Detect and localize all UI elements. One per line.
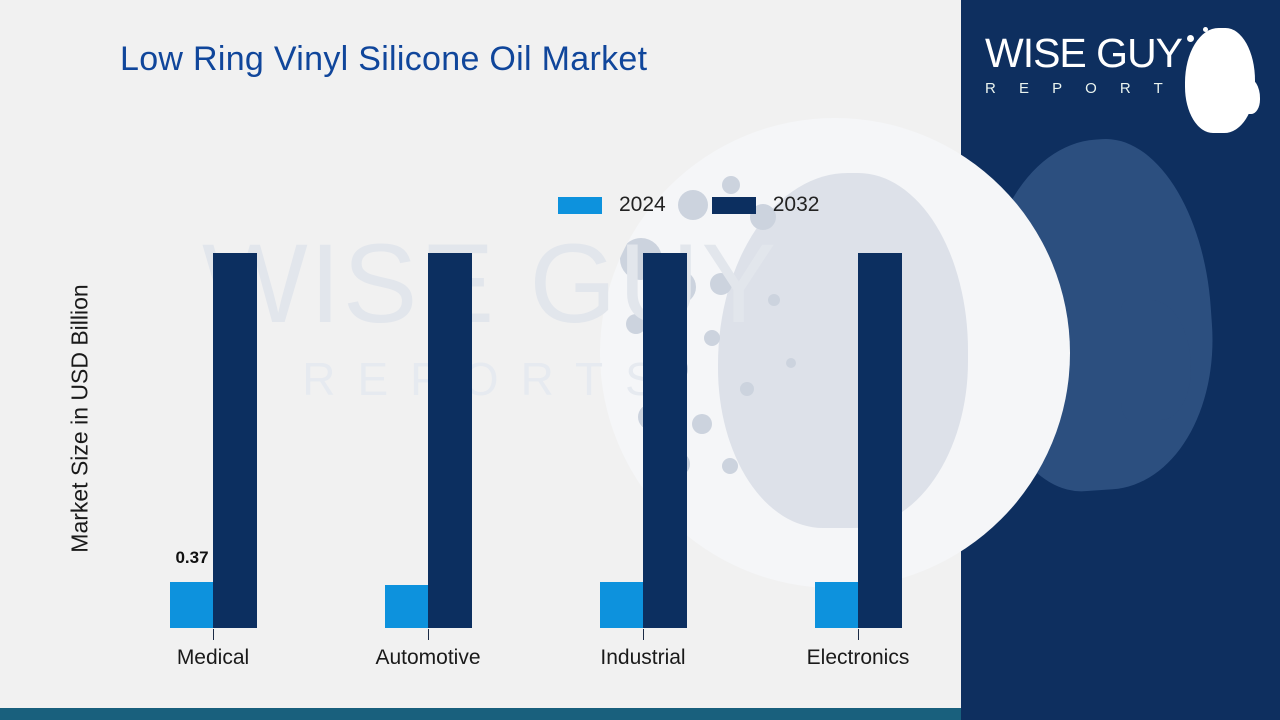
bar-automotive-2024[interactable] — [385, 585, 428, 628]
decorative-dot — [626, 314, 646, 334]
tick-mark-medical — [213, 629, 214, 640]
legend-label-2032: 2032 — [772, 193, 820, 216]
chart-legend: 2024 2032 — [558, 193, 819, 217]
decorative-dot — [678, 190, 708, 220]
legend-item-2024[interactable]: 2024 — [558, 193, 666, 217]
bar-medical-2024[interactable] — [170, 582, 213, 628]
bar-automotive-2032[interactable] — [428, 253, 472, 628]
logo-head-nose-icon — [1238, 78, 1260, 114]
bar-electronics-2032[interactable] — [858, 253, 902, 628]
logo-dot — [1203, 27, 1208, 32]
tick-mark-electronics — [858, 629, 859, 640]
decorative-dot — [704, 330, 720, 346]
logo-main-text: WISE GUY — [985, 30, 1183, 76]
bar-value-medical-2024: 0.37 — [175, 548, 209, 567]
bar-medical-2032[interactable] — [213, 253, 257, 628]
category-label-medical: Medical — [176, 646, 250, 669]
decorative-dot — [692, 414, 712, 434]
decorative-dot — [722, 458, 738, 474]
decorative-head-icon — [718, 173, 968, 528]
logo-sub-text: R E P O R T S — [985, 80, 1206, 97]
logo-dot — [1187, 35, 1194, 42]
bottom-accent-strip — [0, 708, 961, 720]
bar-industrial-2032[interactable] — [643, 253, 687, 628]
tick-mark-automotive — [428, 629, 429, 640]
tick-mark-industrial — [643, 629, 644, 640]
category-label-industrial: Industrial — [600, 646, 686, 669]
category-label-electronics: Electronics — [806, 646, 910, 669]
bar-industrial-2024[interactable] — [600, 582, 643, 628]
legend-swatch-icon-2024 — [558, 196, 602, 214]
chart-title: Low Ring Vinyl Silicone Oil Market — [120, 40, 648, 78]
head-profile-nose-shape — [1121, 300, 1191, 420]
legend-swatch-icon-2032 — [711, 196, 756, 214]
decorative-dot — [710, 273, 732, 295]
bar-electronics-2024[interactable] — [815, 582, 858, 628]
decorative-dot — [768, 294, 780, 306]
decorative-dot — [786, 358, 796, 368]
legend-label-2024: 2024 — [619, 193, 666, 216]
brand-logo: WISE GUY R E P O R T S — [985, 27, 1244, 117]
category-label-automotive: Automotive — [375, 646, 481, 669]
decorative-dot — [722, 176, 740, 194]
decorative-dot — [740, 382, 754, 396]
plot-area: 0.37 Medical Automotive Industrial Elect… — [170, 253, 910, 669]
legend-item-2032[interactable]: 2032 — [711, 193, 820, 217]
